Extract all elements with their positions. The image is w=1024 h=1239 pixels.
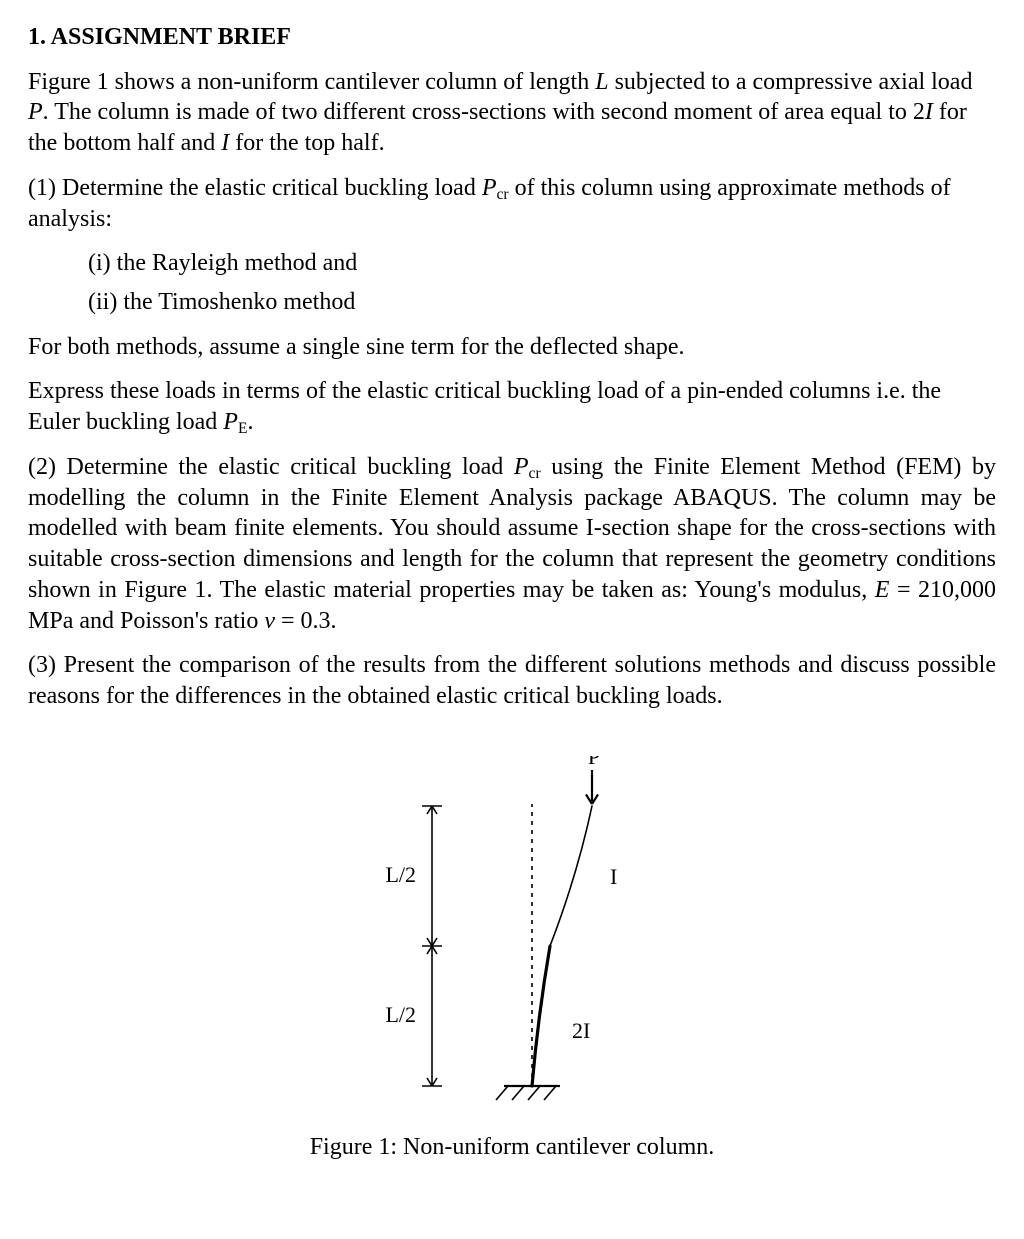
text: for the top half. xyxy=(229,130,384,156)
var-Pcr-sub: cr xyxy=(497,186,509,203)
text: (2) Determine the elastic critical buckl… xyxy=(28,454,514,480)
var-Pcr-P: P xyxy=(482,175,497,201)
svg-text:L/2: L/2 xyxy=(385,862,416,887)
text: = 0.3. xyxy=(275,608,337,634)
svg-text:L/2: L/2 xyxy=(385,1002,416,1027)
var-P: P xyxy=(28,99,43,125)
paragraph-q3: (3) Present the comparison of the result… xyxy=(28,650,996,711)
figure-svg: P I 2I L/2 L/2 xyxy=(302,756,722,1126)
paragraph-q2: (2) Determine the elastic critical buckl… xyxy=(28,452,996,636)
text: subjected to a compressive axial load xyxy=(609,69,973,95)
paragraph-q1: (1) Determine the elastic critical buckl… xyxy=(28,173,996,234)
sub-item-ii: (ii) the Timoshenko method xyxy=(88,287,996,318)
text: . The column is made of two different cr… xyxy=(43,99,925,125)
paragraph-express: Express these loads in terms of the elas… xyxy=(28,376,996,437)
text: . xyxy=(247,409,253,435)
var-nu: ν xyxy=(264,608,275,634)
section-heading: 1. ASSIGNMENT BRIEF xyxy=(28,22,996,53)
var-Pcr2-P: P xyxy=(514,454,529,480)
paragraph-both: For both methods, assume a single sine t… xyxy=(28,332,996,363)
var-PE-sub: E xyxy=(238,420,248,437)
svg-text:I: I xyxy=(610,864,617,889)
sub-item-i: (i) the Rayleigh method and xyxy=(88,248,996,279)
var-I: I xyxy=(925,99,933,125)
text: Express these loads in terms of the elas… xyxy=(28,378,941,435)
var-L: L xyxy=(595,69,608,95)
var-E: E xyxy=(875,577,890,603)
svg-text:2I: 2I xyxy=(572,1018,590,1043)
text: Figure 1 shows a non-uniform cantilever … xyxy=(28,69,595,95)
svg-text:P: P xyxy=(588,756,600,769)
var-PE-P: P xyxy=(223,409,238,435)
paragraph-intro: Figure 1 shows a non-uniform cantilever … xyxy=(28,67,996,159)
text: (1) Determine the elastic critical buckl… xyxy=(28,175,482,201)
figure-caption: Figure 1: Non-uniform cantilever column. xyxy=(28,1132,996,1163)
figure-1: P I 2I L/2 L/2 Figure 1: Non-uniform cantile… xyxy=(28,756,996,1163)
var-Pcr2-sub: cr xyxy=(529,465,541,482)
sub-list: (i) the Rayleigh method and (ii) the Tim… xyxy=(88,248,996,317)
